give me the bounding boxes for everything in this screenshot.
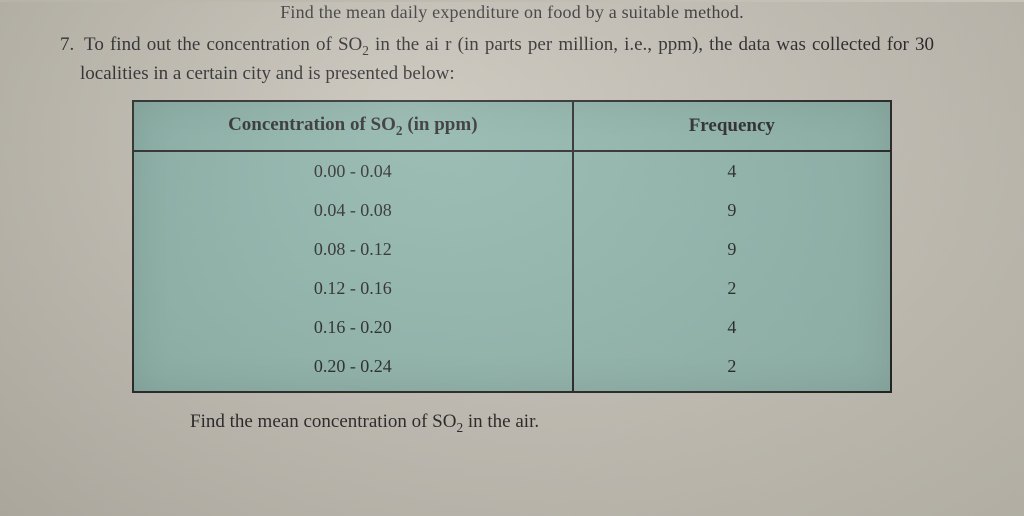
cell-freq: 9 <box>573 230 891 269</box>
table-row: 0.12 - 0.16 2 <box>133 269 891 308</box>
table-row: 0.16 - 0.20 4 <box>133 308 891 347</box>
cell-freq: 9 <box>573 191 891 230</box>
closing-pre: Find the mean concentration of SO <box>190 411 456 432</box>
header-col1-sub: 2 <box>396 122 403 137</box>
table-row: 0.04 - 0.08 9 <box>133 191 891 230</box>
cell-range: 0.16 - 0.20 <box>133 308 573 347</box>
header-frequency: Frequency <box>573 101 891 152</box>
cell-range: 0.00 - 0.04 <box>133 151 573 191</box>
table-container: Concentration of SO2 (in ppm) Frequency … <box>60 100 964 394</box>
header-concentration: Concentration of SO2 (in ppm) <box>133 101 573 152</box>
header-col1-pre: Concentration of SO <box>228 114 396 135</box>
table-row: 0.08 - 0.12 9 <box>133 230 891 269</box>
table-row: 0.00 - 0.04 4 <box>133 151 891 191</box>
cell-freq: 2 <box>573 347 891 392</box>
question-text: 7. To find out the concentration of SO2 … <box>80 31 964 88</box>
cell-freq: 4 <box>573 151 891 191</box>
table-row: 0.20 - 0.24 2 <box>133 347 891 392</box>
table-header-row: Concentration of SO2 (in ppm) Frequency <box>133 101 891 152</box>
question-number: 7. <box>60 31 74 59</box>
cell-range: 0.04 - 0.08 <box>133 191 573 230</box>
closing-post: in the air. <box>463 411 539 432</box>
frequency-table: Concentration of SO2 (in ppm) Frequency … <box>132 100 892 394</box>
cell-freq: 2 <box>573 269 891 308</box>
cell-range: 0.20 - 0.24 <box>133 347 573 392</box>
closing-instruction: Find the mean concentration of SO2 in th… <box>190 411 964 436</box>
cell-range: 0.08 - 0.12 <box>133 230 573 269</box>
previous-question-fragment: Find the mean daily expenditure on food … <box>60 2 964 23</box>
so2-subscript: 2 <box>362 43 369 58</box>
header-col1-post: (in ppm) <box>403 114 478 135</box>
question-part1: To find out the concentration of SO <box>84 34 362 55</box>
cell-range: 0.12 - 0.16 <box>133 269 573 308</box>
cell-freq: 4 <box>573 308 891 347</box>
